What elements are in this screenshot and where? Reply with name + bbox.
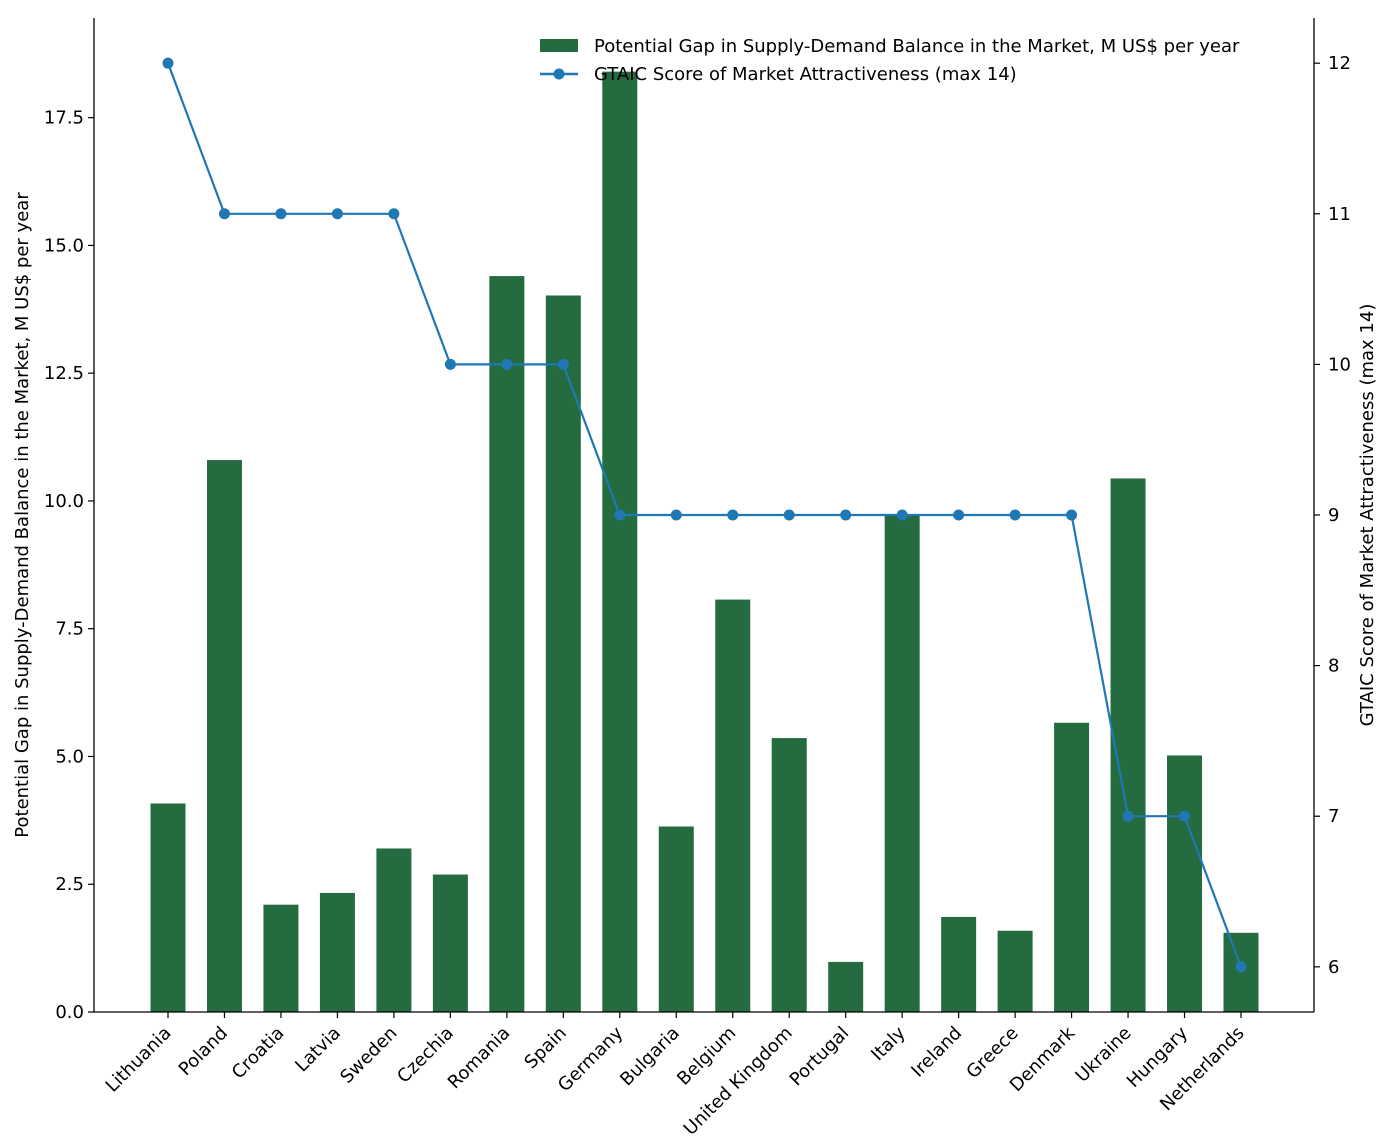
y-tick-label: 7.5 (55, 619, 84, 640)
bar (828, 961, 864, 1012)
bar (884, 515, 920, 1012)
y-tick-label: 2.5 (55, 874, 84, 895)
x-tick-label: Italy (867, 1022, 910, 1065)
legend-line-marker (553, 68, 565, 80)
score-point (783, 509, 795, 521)
bar (658, 826, 694, 1012)
right-axis-ticks: 6 7 8 9 10 11 12 (1314, 53, 1351, 978)
score-point (727, 509, 739, 521)
legend-bar-swatch (540, 39, 578, 52)
score-point (896, 509, 908, 521)
score-point (218, 208, 230, 220)
x-tick-label: Bulgaria (616, 1023, 684, 1091)
legend-line-label: GTAIC Score of Market Attractiveness (ma… (594, 64, 1017, 85)
bar (319, 892, 355, 1012)
y2-tick-label: 9 (1328, 505, 1339, 526)
score-point (444, 358, 456, 370)
y2-axis-title: GTAIC Score of Market Attractiveness (ma… (1357, 304, 1376, 727)
x-tick-label: Poland (175, 1023, 232, 1080)
bar (545, 295, 581, 1012)
score-point (953, 509, 965, 521)
score-point (162, 57, 174, 69)
bar (1054, 722, 1090, 1012)
score-point (275, 208, 287, 220)
bar (263, 904, 299, 1012)
bar (602, 71, 638, 1013)
bar (150, 803, 186, 1012)
score-point (840, 509, 852, 521)
bar (376, 848, 412, 1012)
bar (206, 460, 242, 1012)
bar (1223, 932, 1259, 1012)
score-point (1179, 810, 1191, 822)
y2-tick-label: 10 (1328, 354, 1351, 375)
score-point (388, 208, 400, 220)
bar (432, 874, 468, 1012)
bar-series (150, 71, 1259, 1013)
score-point (1235, 961, 1247, 973)
bar (1167, 755, 1203, 1012)
bar (715, 599, 751, 1012)
score-point (557, 358, 569, 370)
x-tick-label: Spain (520, 1023, 570, 1073)
bar (771, 738, 807, 1012)
legend: Potential Gap in Supply-Demand Balance i… (540, 36, 1240, 85)
y2-tick-label: 12 (1328, 53, 1351, 74)
y-tick-label: 12.5 (44, 363, 84, 384)
bar (489, 276, 525, 1012)
x-tick-label: Latvia (291, 1023, 345, 1077)
left-axis-ticks: 0.0 2.5 5.0 7.5 10.0 12.5 15.0 17.5 (44, 108, 94, 1023)
y-tick-label: 10.0 (44, 491, 84, 512)
score-point (501, 358, 513, 370)
y-tick-label: 17.5 (44, 108, 84, 129)
bar (997, 930, 1033, 1012)
score-point (1066, 509, 1078, 521)
x-tick-label: United Kingdom (680, 1023, 797, 1140)
score-point (1009, 509, 1021, 521)
y2-tick-label: 11 (1328, 204, 1351, 225)
x-tick-label: Ireland (907, 1023, 966, 1082)
score-point (331, 208, 343, 220)
y-axis-title: Potential Gap in Supply-Demand Balance i… (12, 192, 33, 838)
y2-tick-label: 6 (1328, 957, 1339, 978)
bar (941, 916, 977, 1012)
score-line (166, 62, 1243, 968)
y2-tick-label: 7 (1328, 806, 1339, 827)
line-series (162, 57, 1247, 973)
x-tick-label: Portugal (786, 1023, 854, 1091)
y-tick-label: 0.0 (55, 1002, 84, 1023)
y-tick-label: 15.0 (44, 235, 84, 256)
score-point (614, 509, 626, 521)
legend-bar-label: Potential Gap in Supply-Demand Balance i… (594, 36, 1240, 57)
x-tick-label: Lithuania (102, 1023, 176, 1097)
score-point (670, 509, 682, 521)
x-tick-label: Romania (444, 1023, 515, 1094)
bar (1110, 478, 1146, 1013)
y2-tick-label: 8 (1328, 656, 1339, 677)
x-tick-label: Croatia (228, 1023, 289, 1084)
x-tick-label: Sweden (336, 1023, 401, 1088)
score-point (1122, 810, 1134, 822)
y-tick-label: 5.0 (55, 746, 84, 767)
